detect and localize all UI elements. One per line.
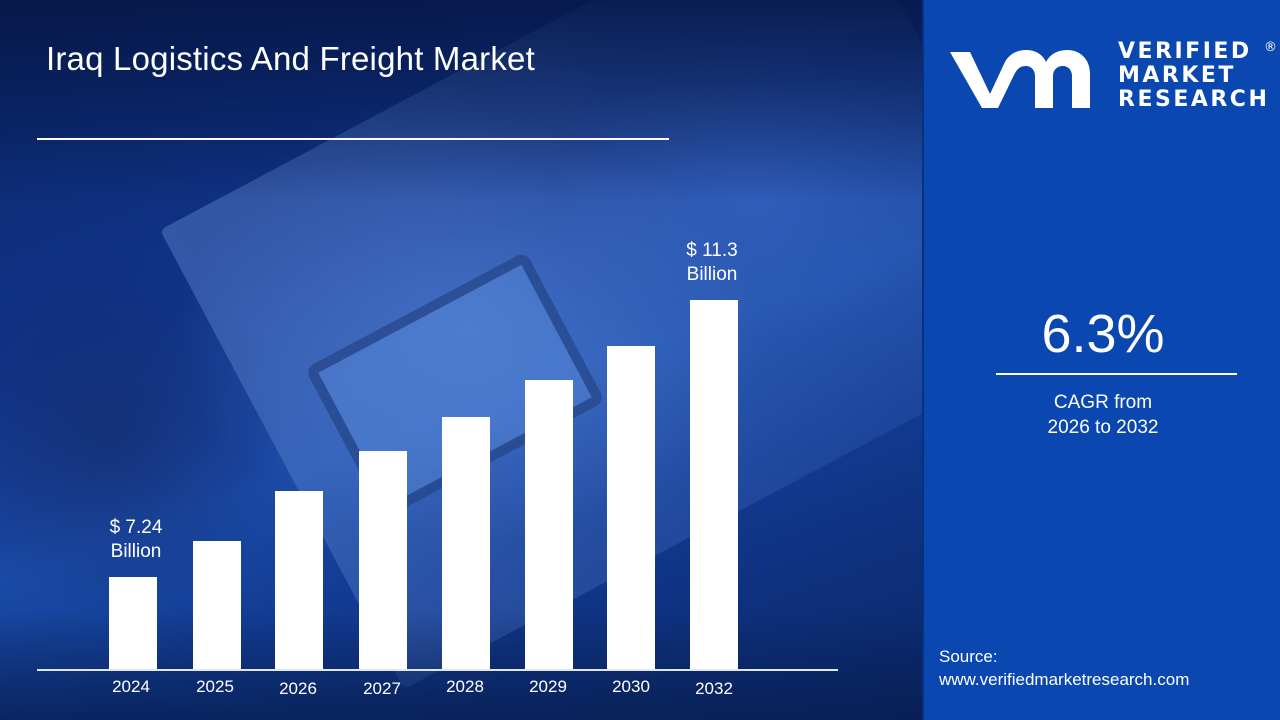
cagr-value: 6.3% <box>1041 304 1165 364</box>
x-tick-2027: 2027 <box>363 679 401 698</box>
summary-panel: VERIFIED MARKET RESEARCH ® 6.3% CAGR fro… <box>922 0 1280 720</box>
value-label-2032: $ 11.3 Billion <box>667 239 757 287</box>
brand-line-3: RESEARCH <box>1118 87 1270 112</box>
bar-2032 <box>690 300 738 669</box>
brand-line-1: VERIFIED <box>1118 39 1252 64</box>
x-tick-2026: 2026 <box>279 679 317 698</box>
value-label-2032-amount: $ 11.3 <box>686 240 738 261</box>
value-label-2032-unit: Billion <box>686 264 738 285</box>
x-tick-2028: 2028 <box>446 677 484 696</box>
x-tick-2025: 2025 <box>196 677 234 696</box>
bar-2028 <box>442 417 490 669</box>
brand-logo: VERIFIED MARKET RESEARCH ® <box>946 40 1277 115</box>
source-label: Source: <box>939 647 998 666</box>
bar-2029 <box>525 380 573 669</box>
bar-2026 <box>275 491 323 669</box>
x-tick-2030: 2030 <box>612 677 650 696</box>
source-note: Source: www.verifiedmarketresearch.com <box>939 645 1189 691</box>
bar-chart: 2024 2025 2026 2027 2028 2029 2030 2032 … <box>37 239 838 698</box>
brand-line-2: MARKET <box>1118 63 1236 88</box>
x-tick-2032: 2032 <box>695 679 733 698</box>
value-label-2024-unit: Billion <box>110 541 162 562</box>
x-axis-line <box>37 669 838 671</box>
cagr-divider <box>996 373 1237 375</box>
registered-mark: ® <box>1264 40 1277 55</box>
cagr-caption-line-2: 2026 to 2032 <box>1047 417 1159 438</box>
value-label-2024-amount: $ 7.24 <box>109 517 163 538</box>
x-tick-2024: 2024 <box>112 677 150 696</box>
bar-2024 <box>109 577 157 669</box>
x-tick-2029: 2029 <box>529 677 567 696</box>
source-url[interactable]: www.verifiedmarketresearch.com <box>939 670 1190 689</box>
title-underline <box>37 138 669 140</box>
vmr-logo-icon <box>950 50 1090 108</box>
cagr-caption-line-1: CAGR from <box>1053 392 1153 413</box>
background-shade-top <box>0 0 922 200</box>
bar-2027 <box>359 451 407 669</box>
cagr-caption: CAGR from 2026 to 2032 <box>924 390 1280 440</box>
value-label-2024: $ 7.24 Billion <box>91 516 181 564</box>
brand-wordmark: VERIFIED MARKET RESEARCH <box>1118 40 1269 112</box>
bar-2030 <box>607 346 655 669</box>
chart-title: Iraq Logistics And Freight Market <box>46 40 535 77</box>
bar-2025 <box>193 541 241 669</box>
